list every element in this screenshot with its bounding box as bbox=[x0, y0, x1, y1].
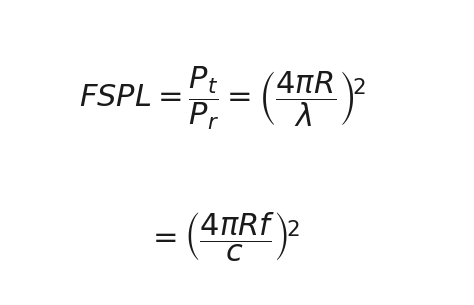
Text: $= \left(\dfrac{4\pi R f}{c}\right)^{\!2}$: $= \left(\dfrac{4\pi R f}{c}\right)^{\!2… bbox=[146, 210, 299, 264]
Text: $FSPL = \dfrac{P_t}{P_r} = \left(\dfrac{4\pi R}{\lambda}\right)^{\!2}$: $FSPL = \dfrac{P_t}{P_r} = \left(\dfrac{… bbox=[79, 64, 366, 132]
